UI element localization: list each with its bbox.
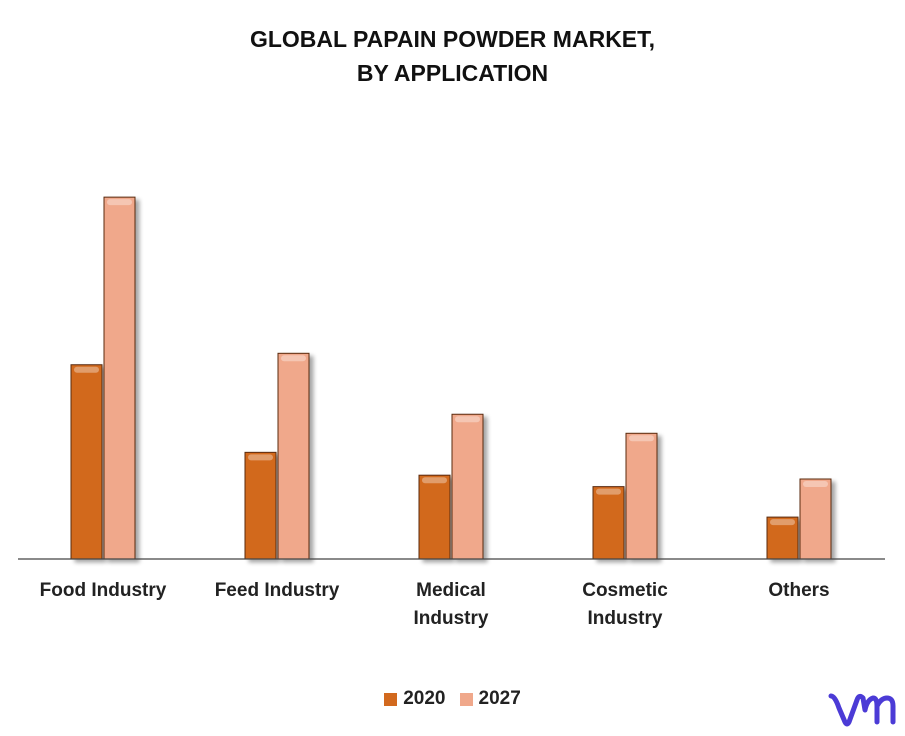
- legend-item-2020: 2020: [384, 688, 446, 710]
- category-label-line: Industry: [414, 608, 489, 629]
- bar-2027-0: [103, 196, 136, 560]
- category-label-1: Feed Industry: [215, 580, 340, 601]
- bar-2020-2: [418, 474, 451, 560]
- bar-highlight-2027-0: [107, 199, 132, 206]
- bar-chart: Food Industry Feed Industry Medical Industr…: [18, 196, 885, 629]
- bar-highlight-2020-0: [74, 366, 99, 373]
- bar-2027-4: [799, 478, 832, 560]
- bar-highlight-2020-4: [770, 519, 795, 526]
- chart-title-line-2: BY APPLICATION: [356, 60, 549, 86]
- legend: 2020 2027: [0, 688, 905, 710]
- chart-title-line-1: GLOBAL PAPAIN POWDER MARKET,: [249, 26, 656, 52]
- bar-highlight-2027-1: [281, 355, 306, 362]
- bar-highlight-2027-4: [803, 481, 828, 488]
- bar-highlight-2027-2: [455, 416, 480, 423]
- legend-label-2027: 2027: [478, 688, 521, 709]
- bar-2027-3: [625, 432, 658, 560]
- category-label-line: Feed Industry: [215, 580, 340, 601]
- bar-2020-3: [592, 486, 625, 560]
- legend-swatch-2027: [459, 692, 473, 706]
- legend-item-2027: 2027: [459, 688, 521, 710]
- category-label-line: Medical: [416, 580, 486, 601]
- legend-label-2020: 2020: [403, 688, 446, 709]
- chart-title: GLOBAL PAPAIN POWDER MARKET, BY APPLICAT…: [0, 22, 905, 90]
- bar-2027-2: [451, 413, 484, 560]
- bar-highlight-2020-1: [248, 454, 273, 461]
- category-label-2: Medical Industry: [414, 580, 489, 629]
- vmr-logo-icon: [828, 693, 896, 727]
- category-label-line: Industry: [588, 608, 663, 629]
- bar-highlight-2020-3: [596, 488, 621, 495]
- bar-2020-1: [244, 451, 277, 560]
- bar-highlight-2020-2: [422, 477, 447, 484]
- legend-swatch-2020: [384, 692, 398, 706]
- bars-layer: [70, 196, 832, 560]
- category-label-0: Food Industry: [40, 580, 167, 601]
- category-label-4: Others: [768, 580, 829, 601]
- bar-2027-1: [277, 352, 310, 560]
- category-labels: Food Industry Feed Industry Medical Industr…: [40, 580, 830, 629]
- category-label-3: Cosmetic Industry: [582, 580, 668, 629]
- bar-highlight-2027-3: [629, 435, 654, 442]
- category-label-line: Cosmetic: [582, 580, 668, 601]
- bar-2020-0: [70, 364, 103, 560]
- category-label-line: Others: [768, 580, 829, 601]
- category-label-line: Food Industry: [40, 580, 167, 601]
